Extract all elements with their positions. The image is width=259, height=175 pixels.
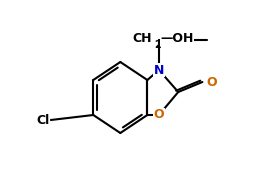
Text: O: O — [154, 108, 164, 121]
Text: CH: CH — [132, 32, 152, 45]
Text: O: O — [206, 75, 217, 89]
Text: 2: 2 — [154, 40, 161, 50]
Text: N: N — [154, 64, 164, 76]
Text: —OH: —OH — [160, 32, 193, 45]
Text: Cl: Cl — [36, 114, 49, 127]
